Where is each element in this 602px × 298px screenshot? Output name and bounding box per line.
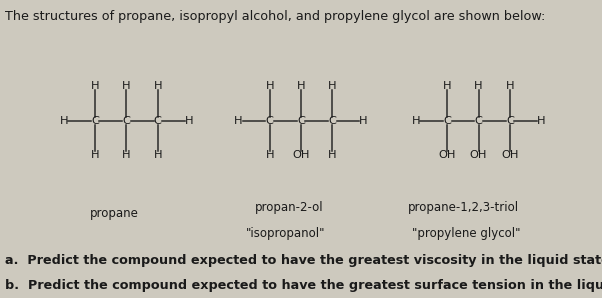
- Text: b.  Predict the compound expected to have the greatest surface tension in the li: b. Predict the compound expected to have…: [5, 279, 602, 292]
- Text: H: H: [265, 150, 274, 160]
- Text: C: C: [443, 116, 452, 126]
- Text: H: H: [328, 81, 337, 91]
- Text: C: C: [154, 116, 162, 126]
- Text: H: H: [234, 116, 243, 126]
- Text: H: H: [297, 81, 305, 91]
- Text: C: C: [506, 116, 514, 126]
- Text: H: H: [122, 150, 131, 160]
- Text: OH: OH: [501, 150, 519, 160]
- Text: "isopropanol": "isopropanol": [246, 227, 326, 240]
- Text: H: H: [265, 81, 274, 91]
- Text: C: C: [474, 116, 483, 126]
- Text: OH: OH: [438, 150, 456, 160]
- Text: propane-1,2,3-triol: propane-1,2,3-triol: [408, 201, 519, 214]
- Text: H: H: [443, 81, 452, 91]
- Text: H: H: [359, 116, 368, 126]
- Text: H: H: [474, 81, 483, 91]
- Text: H: H: [91, 150, 99, 160]
- Text: The structures of propane, isopropyl alcohol, and propylene glycol are shown bel: The structures of propane, isopropyl alc…: [5, 10, 545, 24]
- Text: "propylene glycol": "propylene glycol": [412, 227, 521, 240]
- Text: H: H: [154, 81, 162, 91]
- Text: H: H: [154, 150, 162, 160]
- Text: C: C: [328, 116, 337, 126]
- Text: H: H: [91, 81, 99, 91]
- Text: OH: OH: [470, 150, 488, 160]
- Text: propan-2-ol: propan-2-ol: [255, 201, 323, 214]
- Text: C: C: [122, 116, 131, 126]
- Text: C: C: [91, 116, 99, 126]
- Text: H: H: [185, 116, 193, 126]
- Text: C: C: [265, 116, 274, 126]
- Text: H: H: [537, 116, 545, 126]
- Text: H: H: [60, 116, 68, 126]
- Text: propane: propane: [90, 207, 139, 220]
- Text: H: H: [506, 81, 514, 91]
- Text: C: C: [297, 116, 305, 126]
- Text: H: H: [412, 116, 420, 126]
- Text: OH: OH: [292, 150, 310, 160]
- Text: H: H: [328, 150, 337, 160]
- Text: H: H: [122, 81, 131, 91]
- Text: a.  Predict the compound expected to have the greatest viscosity in the liquid s: a. Predict the compound expected to have…: [5, 254, 602, 267]
